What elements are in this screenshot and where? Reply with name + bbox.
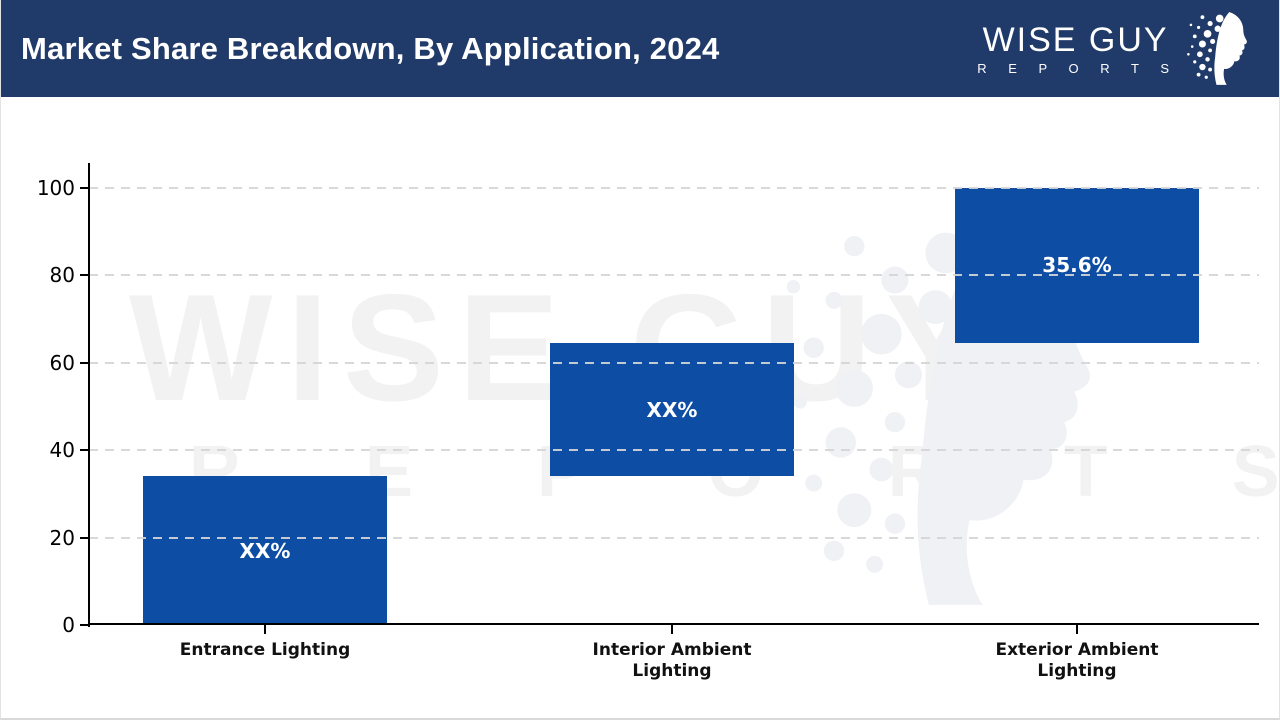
y-axis-tick-label: 60 xyxy=(49,350,75,375)
y-axis-tick-label: 0 xyxy=(62,613,75,637)
y-axis-tick-label: 20 xyxy=(49,525,75,550)
gridline xyxy=(89,449,1259,451)
y-axis-tick-mark xyxy=(80,536,89,539)
bar-interior-ambient-lighting: XX% xyxy=(550,343,794,477)
gridline xyxy=(89,186,1259,189)
wiseguy-logo: WISE GUY R E P O R T S xyxy=(973,10,1265,87)
bar-value-label: XX% xyxy=(239,538,291,563)
gridline xyxy=(89,274,1259,276)
x-axis-tick-mark xyxy=(1076,625,1078,634)
y-axis-tick-label: 80 xyxy=(49,263,75,287)
y-axis-tick-mark xyxy=(80,186,89,189)
y-axis-tick-label: 100 xyxy=(36,175,75,200)
y-axis-tick-mark xyxy=(80,449,89,451)
y-axis-tick-mark xyxy=(80,361,89,364)
y-axis-line xyxy=(88,163,90,627)
y-axis-tick-mark xyxy=(80,274,89,276)
gridline xyxy=(89,361,1259,364)
gridline xyxy=(89,536,1259,539)
page-title: Market Share Breakdown, By Application, … xyxy=(21,30,720,66)
x-axis-category-label: Exterior Ambient Lighting xyxy=(995,640,1159,681)
y-axis-tick-mark xyxy=(80,624,89,626)
logo-sub-text: R E P O R T S xyxy=(977,60,1178,76)
bar-value-label: 35.6% xyxy=(1042,253,1112,278)
header-bar: Market Share Breakdown, By Application, … xyxy=(1,0,1279,97)
bar-exterior-ambient-lighting: 35.6% xyxy=(955,187,1199,344)
logo-dotface-icon xyxy=(1187,12,1247,85)
logo-brand-text: WISE GUY xyxy=(982,20,1169,59)
bar-entrance-lighting: XX% xyxy=(143,476,387,625)
x-axis-tick-mark xyxy=(264,625,266,634)
logo-wordmark: WISE GUY R E P O R T S xyxy=(973,23,1178,75)
x-axis-category-label: Entrance Lighting xyxy=(179,640,351,660)
x-axis-line xyxy=(89,623,1259,625)
bar-value-label: XX% xyxy=(646,397,698,422)
x-axis-tick-mark xyxy=(671,625,673,634)
x-axis-category-label: Interior Ambient Lighting xyxy=(592,640,752,681)
y-axis-tick-label: 40 xyxy=(49,438,75,462)
